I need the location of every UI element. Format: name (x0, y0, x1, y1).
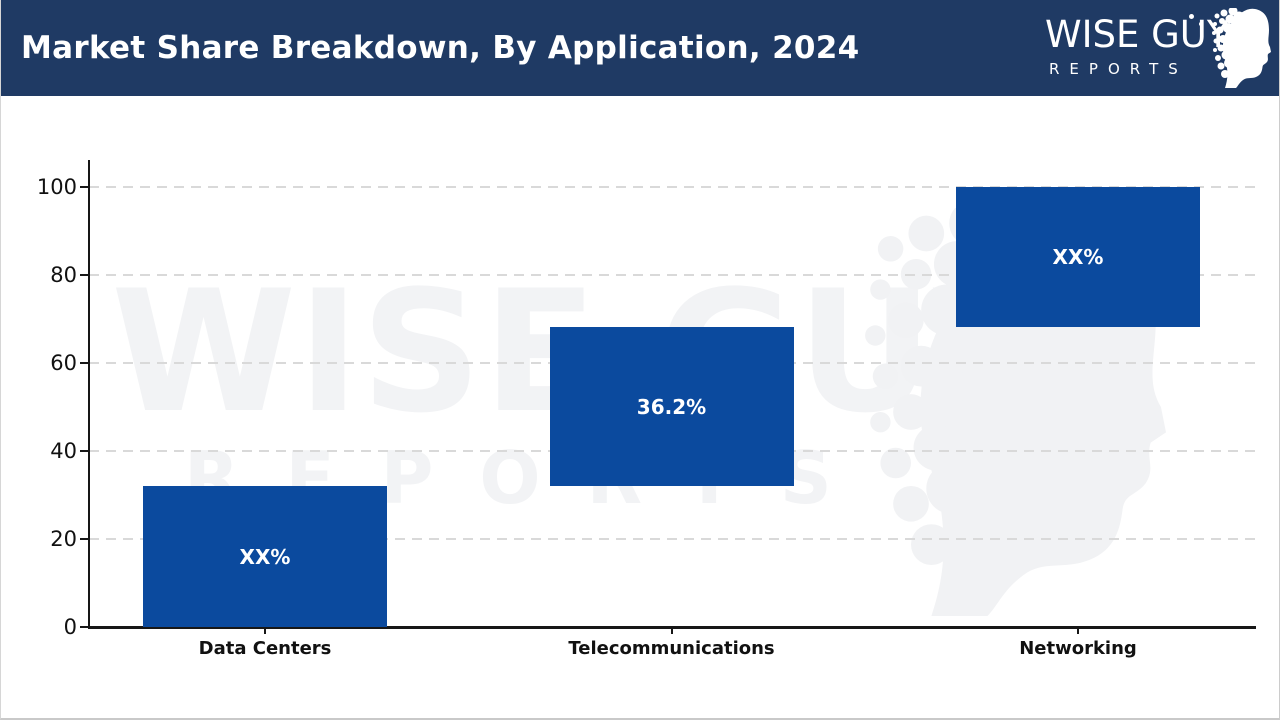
y-axis-tick (80, 362, 89, 364)
bar-value-label: XX% (1052, 244, 1104, 269)
category-label: Data Centers (198, 638, 332, 659)
category-label: Networking (1019, 638, 1137, 659)
y-axis-tick (80, 186, 89, 188)
y-tick-label: 60 (50, 351, 77, 375)
gridline (89, 274, 1255, 276)
logo-subtext: REPORTS (1049, 60, 1188, 78)
y-axis-line (88, 160, 90, 628)
y-axis-tick (80, 450, 89, 452)
y-tick-label: 0 (63, 615, 77, 639)
y-axis-tick (80, 274, 89, 276)
logo-dot (1199, 22, 1203, 26)
wise-guy-reports-logo: WISE GUY REPORTS (1041, 8, 1271, 90)
y-tick-label: 40 (50, 439, 77, 463)
face-profile-icon (1212, 8, 1271, 88)
bar: XX% (143, 486, 387, 627)
bar: 36.2% (549, 326, 794, 487)
x-axis-tick (670, 627, 673, 634)
logo-wordmark: WISE GUY (1045, 13, 1230, 56)
bar-value-label: XX% (239, 544, 291, 569)
y-axis-tick (80, 626, 89, 628)
gridline (89, 538, 1255, 540)
x-axis-tick (1077, 627, 1079, 634)
y-tick-label: 80 (50, 263, 77, 287)
gridline (89, 186, 1255, 188)
bar-value-label: 36.2% (636, 394, 707, 419)
bar: XX% (956, 187, 1200, 327)
x-axis-tick (264, 627, 266, 634)
page-title: Market Share Breakdown, By Application, … (21, 30, 860, 66)
category-label: Telecommunications (568, 638, 775, 659)
y-tick-label: 100 (36, 175, 77, 199)
y-tick-label: 20 (50, 527, 77, 551)
y-axis-tick (80, 538, 89, 540)
logo-dot (1189, 14, 1194, 19)
header-bar: Market Share Breakdown, By Application, … (1, 0, 1279, 96)
